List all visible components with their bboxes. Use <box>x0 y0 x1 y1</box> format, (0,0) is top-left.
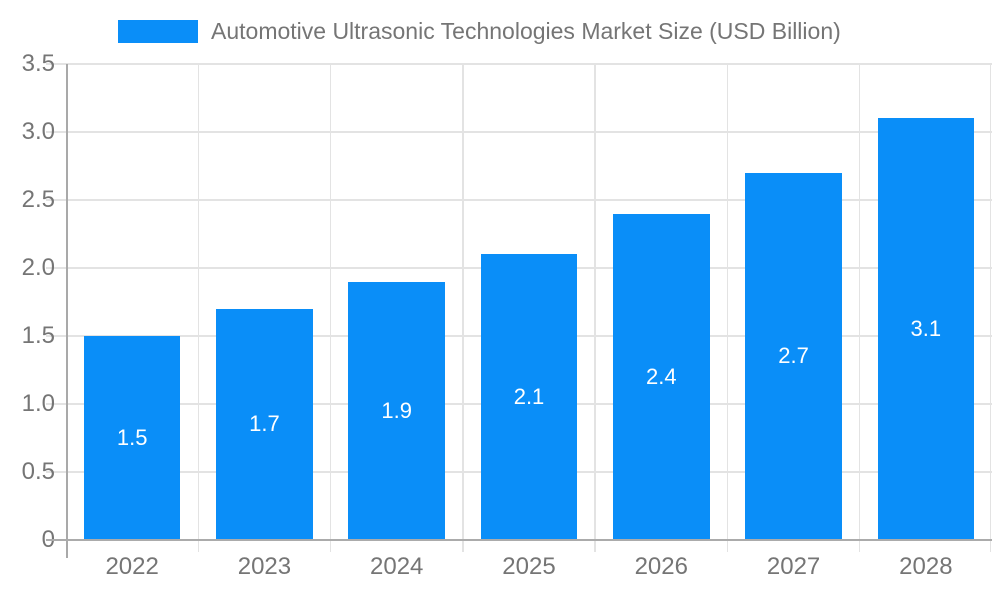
h-gridline <box>46 131 992 133</box>
bar-value-label: 1.9 <box>381 397 412 423</box>
bar-2028[interactable] <box>877 118 975 540</box>
v-gridline <box>989 64 992 552</box>
x-tick-label: 2022 <box>105 553 159 580</box>
bar-value-label: 1.5 <box>116 425 148 450</box>
v-gridline <box>858 64 861 552</box>
bar-2027[interactable] <box>745 172 842 540</box>
v-gridline <box>594 64 596 552</box>
y-tick-label: 1.5 <box>21 322 55 349</box>
x-tick-label: 2025 <box>502 553 556 580</box>
v-gridline <box>197 64 200 552</box>
x-tick-label: 2024 <box>370 553 424 580</box>
v-gridline <box>462 64 464 552</box>
y-tick-label: 2.5 <box>21 186 55 213</box>
v-gridline <box>726 64 729 552</box>
bar-value-label: 2.4 <box>645 363 677 389</box>
chart-title: Automotive Ultrasonic Technologies Marke… <box>211 18 841 44</box>
bar-2024[interactable] <box>348 281 445 540</box>
y-tick-label: 3.0 <box>21 118 55 145</box>
x-tick-label: 2023 <box>237 553 292 580</box>
plot-area: 1.5 1.7 1.9 2.1 2.4 2.7 3.1 3.5 3.0 2.5 2.0 1.5 1.0… <box>22 52 992 579</box>
v-gridline <box>329 64 332 552</box>
bar-value-label: 3.1 <box>910 316 942 342</box>
bar-2023[interactable] <box>216 308 313 540</box>
x-axis-line <box>46 539 992 541</box>
x-tick-label: 2026 <box>634 553 688 580</box>
bar-value-label: 2.7 <box>778 343 809 369</box>
y-tick-label: 1.0 <box>21 390 55 417</box>
y-tick-label: 3.5 <box>21 50 55 77</box>
bar-value-label: 2.1 <box>513 384 545 410</box>
chart-legend[interactable]: Automotive Ultrasonic Technologies Marke… <box>118 20 841 43</box>
h-gridline <box>46 199 992 201</box>
y-axis-line <box>66 64 68 558</box>
h-gridline <box>46 63 992 65</box>
bar-2022[interactable] <box>83 336 181 540</box>
y-tick-label: 2.0 <box>21 254 55 281</box>
x-tick-label: 2028 <box>899 553 953 580</box>
legend-swatch-icon <box>118 20 198 43</box>
bar-value-label: 1.7 <box>249 411 280 437</box>
bar-2025[interactable] <box>480 254 578 540</box>
bar-2026[interactable] <box>613 213 710 540</box>
x-tick-label: 2027 <box>766 553 821 580</box>
y-tick-label: 0.5 <box>21 458 55 485</box>
